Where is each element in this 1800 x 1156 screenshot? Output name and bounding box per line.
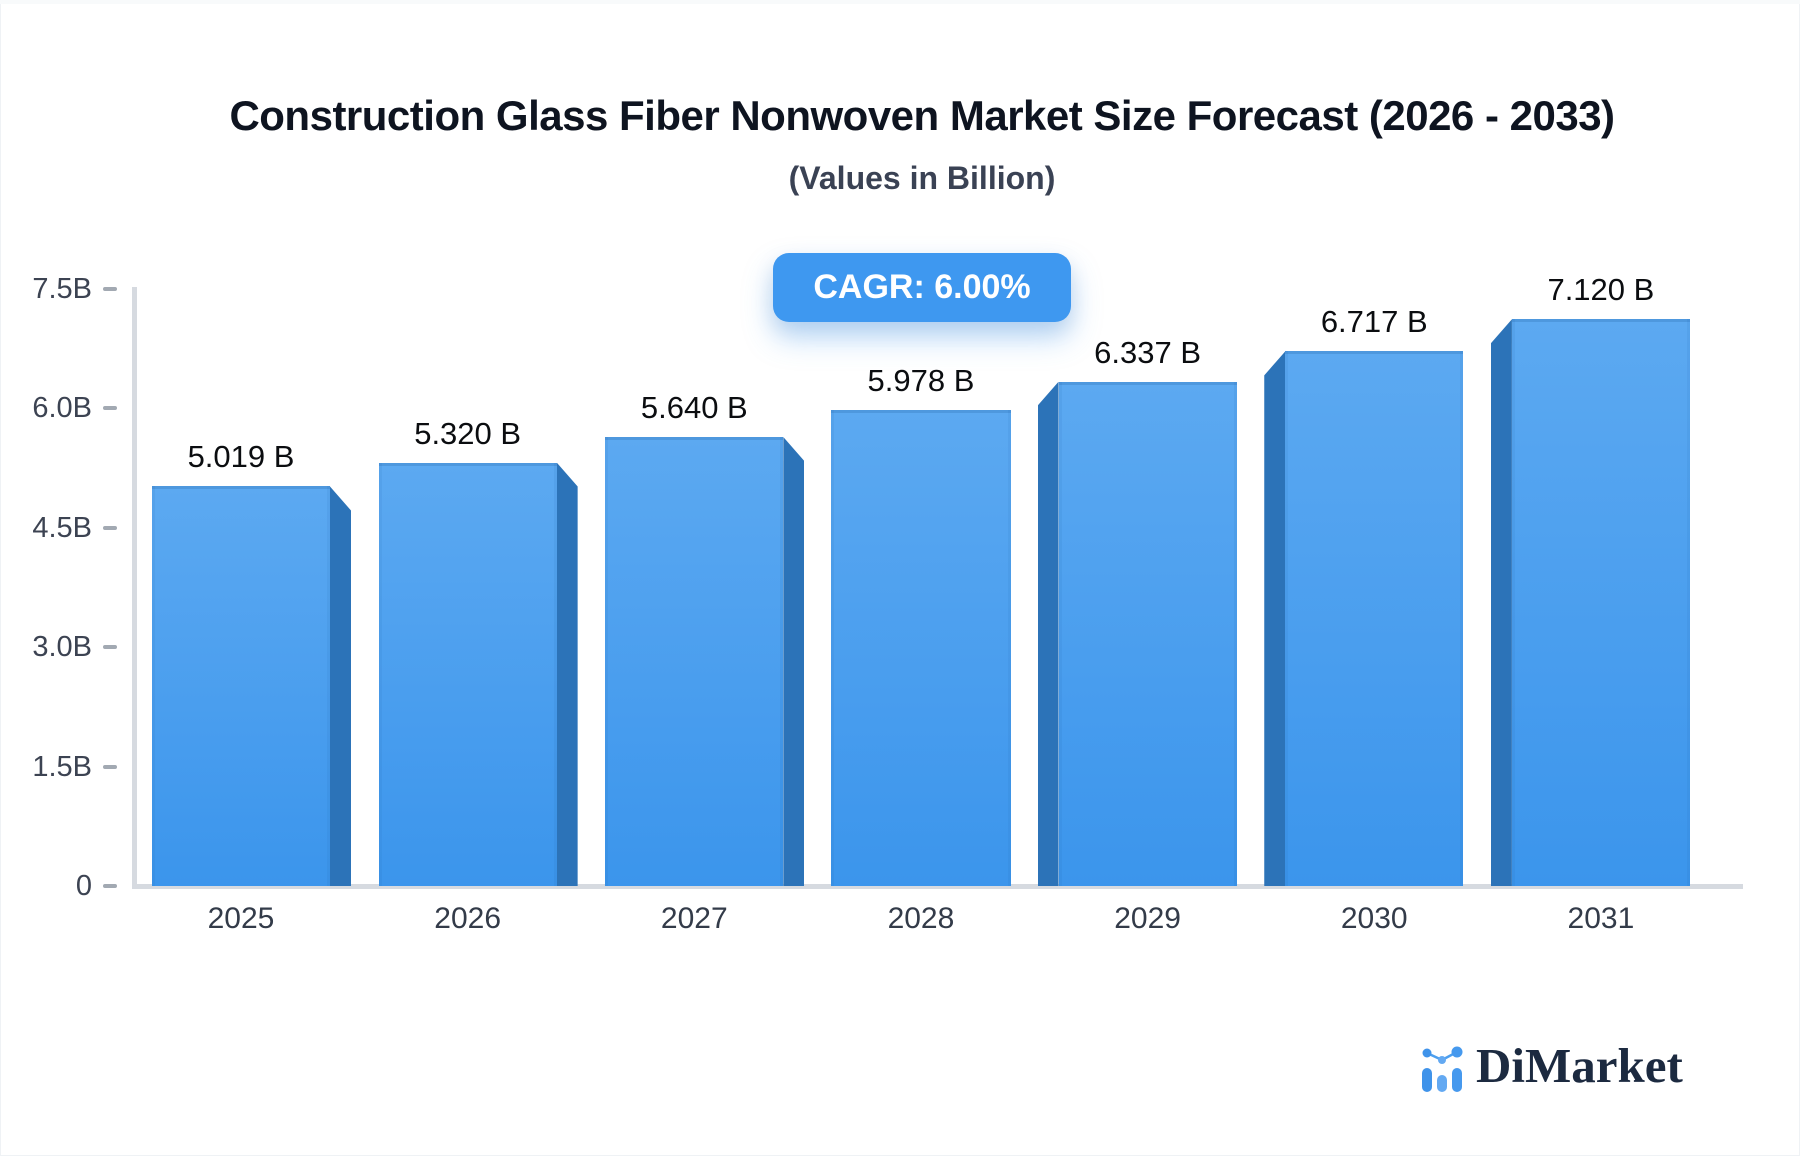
page-subtitle: (Values in Billion) xyxy=(788,160,1056,196)
bar-value-label: 6.717 B xyxy=(1320,304,1428,340)
bar-side-face xyxy=(783,437,805,886)
y-tick-dash xyxy=(103,764,117,769)
y-tick-dash xyxy=(103,645,117,650)
bar-side-face xyxy=(556,462,578,886)
y-tick-label: 6.0B xyxy=(32,392,92,425)
cagr-badge-row: CAGR: 6.00% xyxy=(22,253,1800,322)
bar-value-label: 5.320 B xyxy=(414,415,522,451)
bar-value-label: 6.337 B xyxy=(1094,334,1202,370)
y-tick-dash xyxy=(103,884,117,888)
y-tick-label: 3.0B xyxy=(32,631,92,664)
x-axis-label: 2025 xyxy=(207,902,275,935)
y-tick-label: 1.5B xyxy=(32,750,92,783)
mini-bar-chart-icon xyxy=(1422,1046,1463,1092)
bar-value-label: 5.640 B xyxy=(640,390,748,426)
cagr-badge: CAGR: 6.00% xyxy=(773,253,1071,322)
bar-2028 xyxy=(830,410,1011,886)
bar-2026 xyxy=(378,462,557,886)
bar-side-face xyxy=(1264,351,1286,886)
brand-logo-text: DiMarket xyxy=(1476,1038,1683,1093)
y-axis-line xyxy=(132,287,137,889)
x-axis-label: 2026 xyxy=(434,902,502,935)
y-tick-label: 7.5B xyxy=(32,273,92,305)
y-tick-label: 4.5B xyxy=(32,511,92,544)
bar-2030 xyxy=(1285,351,1464,886)
canvas-top-edge xyxy=(0,0,1800,4)
bar-2025 xyxy=(152,486,330,886)
x-axis-label: 2031 xyxy=(1567,902,1635,935)
bar-value-label: 7.120 B xyxy=(1547,272,1655,308)
bar-2031 xyxy=(1511,319,1690,886)
y-tick-label: 0 xyxy=(75,870,92,902)
y-tick-dash xyxy=(103,287,117,291)
page-title: Construction Glass Fiber Nonwoven Market… xyxy=(229,92,1615,139)
bar-2027 xyxy=(605,437,784,886)
bar-value-label: 5.978 B xyxy=(867,363,975,399)
x-axis-label: 2027 xyxy=(660,902,728,935)
y-tick-dash xyxy=(103,406,117,411)
bar-side-face xyxy=(330,486,351,886)
brand-logo: DiMarket xyxy=(1421,1040,1683,1100)
x-axis-label: 2028 xyxy=(887,902,955,935)
x-axis-label: 2029 xyxy=(1114,902,1181,935)
x-axis-line xyxy=(132,884,1743,889)
bar-side-face xyxy=(1490,319,1512,886)
bar-2029 xyxy=(1058,381,1237,886)
bar-value-label: 5.019 B xyxy=(187,439,295,475)
y-tick-dash xyxy=(103,525,117,530)
x-axis-label: 2030 xyxy=(1340,902,1408,935)
bar-side-face xyxy=(1037,381,1059,886)
